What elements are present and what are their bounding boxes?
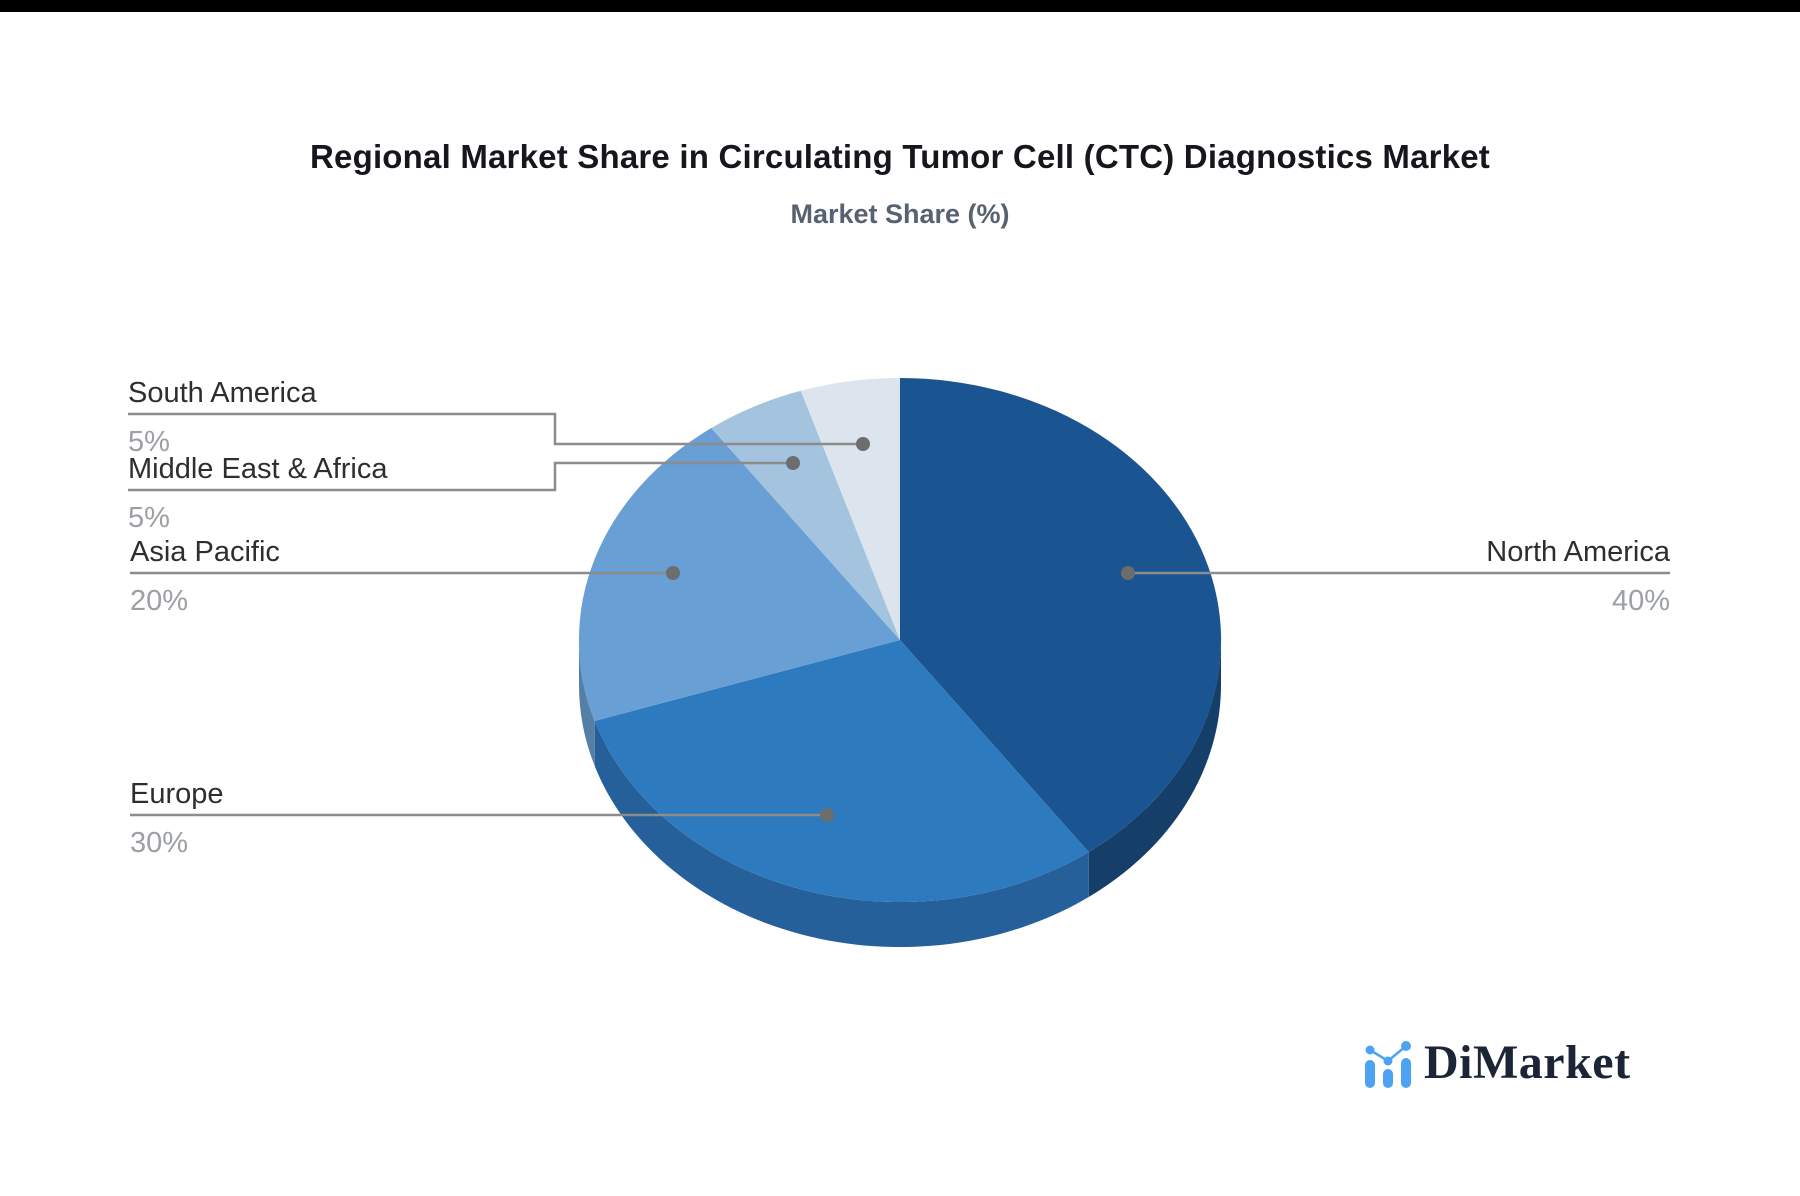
leader-dot-asia-pacific (666, 566, 680, 580)
chart-title: Regional Market Share in Circulating Tum… (310, 138, 1490, 175)
pie-slice-europe[interactable] (594, 640, 1089, 903)
slice-value-asia-pacific: 20% (130, 585, 189, 617)
slice-label-europe: Europe (130, 778, 224, 810)
logo-text: DiMarket (1424, 1036, 1631, 1089)
top-bar (0, 0, 1800, 12)
leader-dot-south-america (856, 437, 870, 451)
leader-dot-north-america (1121, 566, 1135, 580)
pie-slice-side-europe (594, 721, 1089, 948)
pie-slice-side-north-america (1088, 640, 1221, 897)
leader-line-middle-east-africa (128, 461, 793, 492)
slice-value-south-america: 5% (128, 426, 170, 458)
pie-slice-north-america[interactable] (900, 377, 1222, 852)
leader-dot-europe (820, 808, 834, 822)
pie-slice-middle-east-africa[interactable] (711, 390, 900, 640)
slice-label-asia-pacific: Asia Pacific (130, 536, 280, 568)
leader-dot-middle-east-africa (786, 456, 800, 470)
dimarket-logo: DiMarket (1360, 1036, 1631, 1088)
slice-value-north-america: 40% (1611, 585, 1670, 617)
slice-value-europe: 30% (130, 827, 189, 859)
pie-slice-side-asia-pacific (578, 640, 595, 766)
pie-slice-asia-pacific[interactable] (578, 428, 900, 721)
slice-label-north-america: North America (1486, 536, 1670, 568)
slice-label-south-america: South America (128, 377, 317, 409)
chart-subtitle: Market Share (%) (790, 199, 1010, 229)
slice-label-middle-east-africa: Middle East & Africa (128, 453, 388, 485)
slice-value-middle-east-africa: 5% (128, 502, 170, 534)
bar-chart-with-trend-dots-icon (1365, 1041, 1411, 1088)
leader-line-south-america (128, 412, 863, 446)
